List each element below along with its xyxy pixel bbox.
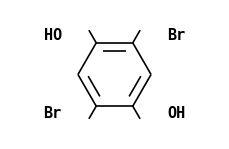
Text: OH: OH	[167, 107, 185, 121]
Text: Br: Br	[167, 28, 185, 42]
Text: HO: HO	[44, 28, 62, 42]
Text: Br: Br	[44, 107, 62, 121]
